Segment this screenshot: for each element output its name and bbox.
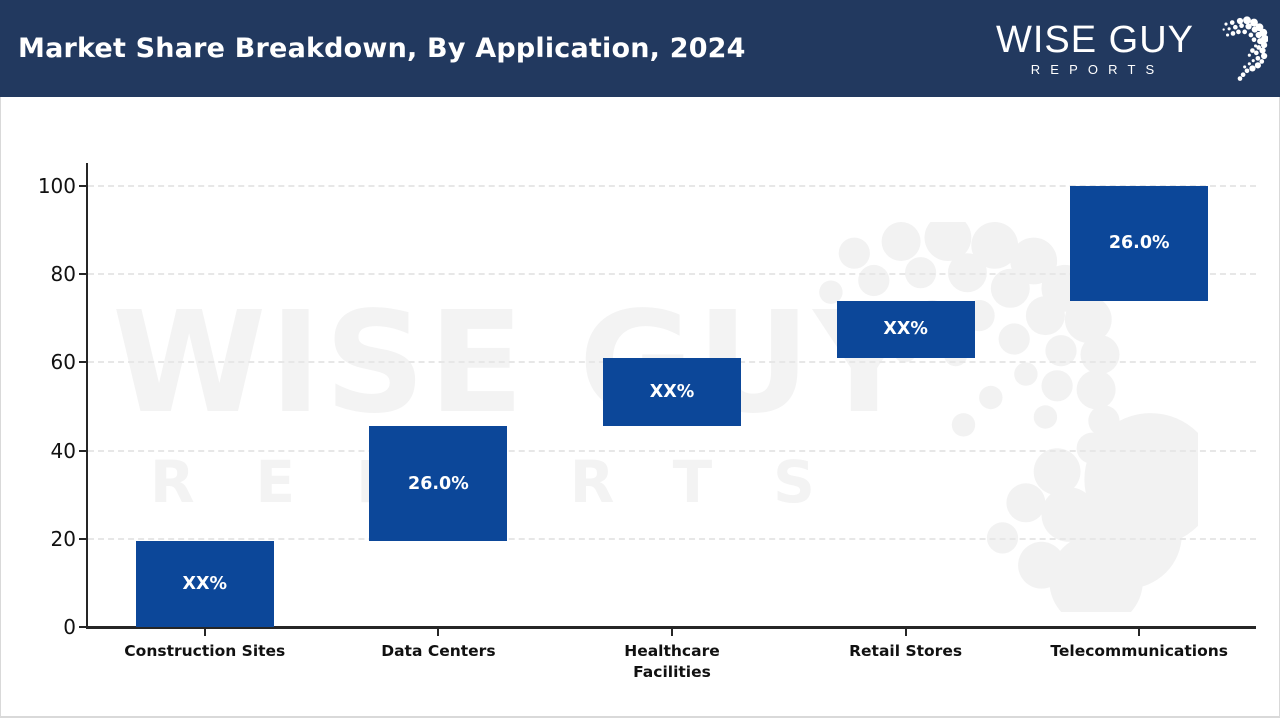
- y-tick-label: 20: [50, 526, 76, 551]
- grid-line: [88, 537, 1256, 540]
- y-tick-label: 0: [63, 615, 76, 639]
- y-axis-line: [86, 163, 88, 629]
- bar: 26.0%: [1070, 186, 1209, 301]
- bar-value-label: 26.0%: [1108, 233, 1170, 254]
- chart-title: Market Share Breakdown, By Application, …: [18, 33, 746, 64]
- watermark-wordmark: WISE GUY: [112, 282, 918, 445]
- y-tick-label: 40: [50, 438, 76, 463]
- page-border-left: [0, 97, 1, 718]
- grid-line: [88, 185, 1256, 187]
- x-category-label: Retail Stores: [849, 642, 963, 660]
- bar: XX%: [135, 541, 274, 627]
- y-tick-mark: [79, 449, 88, 452]
- x-category-label: Telecommunications: [1050, 642, 1229, 660]
- page-border-bottom: [0, 716, 1280, 718]
- x-axis-line: [86, 626, 1256, 629]
- y-tick-label: 60: [50, 350, 76, 375]
- y-tick-label: 100: [37, 174, 76, 198]
- logo-subtitle: REPORTS: [1030, 62, 1165, 78]
- y-tick-mark: [79, 361, 88, 364]
- y-tick-label: 80: [50, 262, 76, 287]
- logo-head-icon: [1222, 16, 1268, 81]
- x-category-label: Data Centers: [381, 642, 496, 660]
- x-tick-mark: [1138, 628, 1141, 636]
- x-tick-mark: [671, 628, 673, 636]
- header: Market Share Breakdown, By Application, …: [0, 0, 1280, 97]
- y-tick-mark: [79, 626, 88, 628]
- bar: 26.0%: [369, 426, 508, 541]
- logo-wordmark: WISE GUY: [995, 18, 1194, 61]
- y-tick-mark: [79, 537, 88, 540]
- bar: XX%: [603, 357, 741, 427]
- y-tick-mark: [79, 185, 88, 187]
- logo-text: WISE GUY REPORTS: [995, 18, 1194, 78]
- bar-value-label: XX%: [883, 319, 928, 340]
- x-tick-mark: [203, 628, 206, 636]
- bar: XX%: [836, 300, 975, 358]
- y-tick-mark: [79, 273, 88, 276]
- grid-line: [88, 449, 1256, 452]
- x-tick-mark: [904, 628, 907, 636]
- bar-value-label: XX%: [182, 573, 228, 594]
- x-category-label: Healthcare Facilities: [624, 642, 720, 681]
- bar-value-label: 26.0%: [408, 473, 469, 494]
- wise-guy-logo: WISE GUY REPORTS: [996, 6, 1268, 92]
- x-category-label: Construction Sites: [124, 642, 286, 660]
- x-tick-mark: [437, 628, 440, 636]
- bar-value-label: XX%: [649, 382, 695, 403]
- grid-line: [88, 273, 1256, 276]
- watermark-subtitle: REPORTS: [150, 448, 876, 516]
